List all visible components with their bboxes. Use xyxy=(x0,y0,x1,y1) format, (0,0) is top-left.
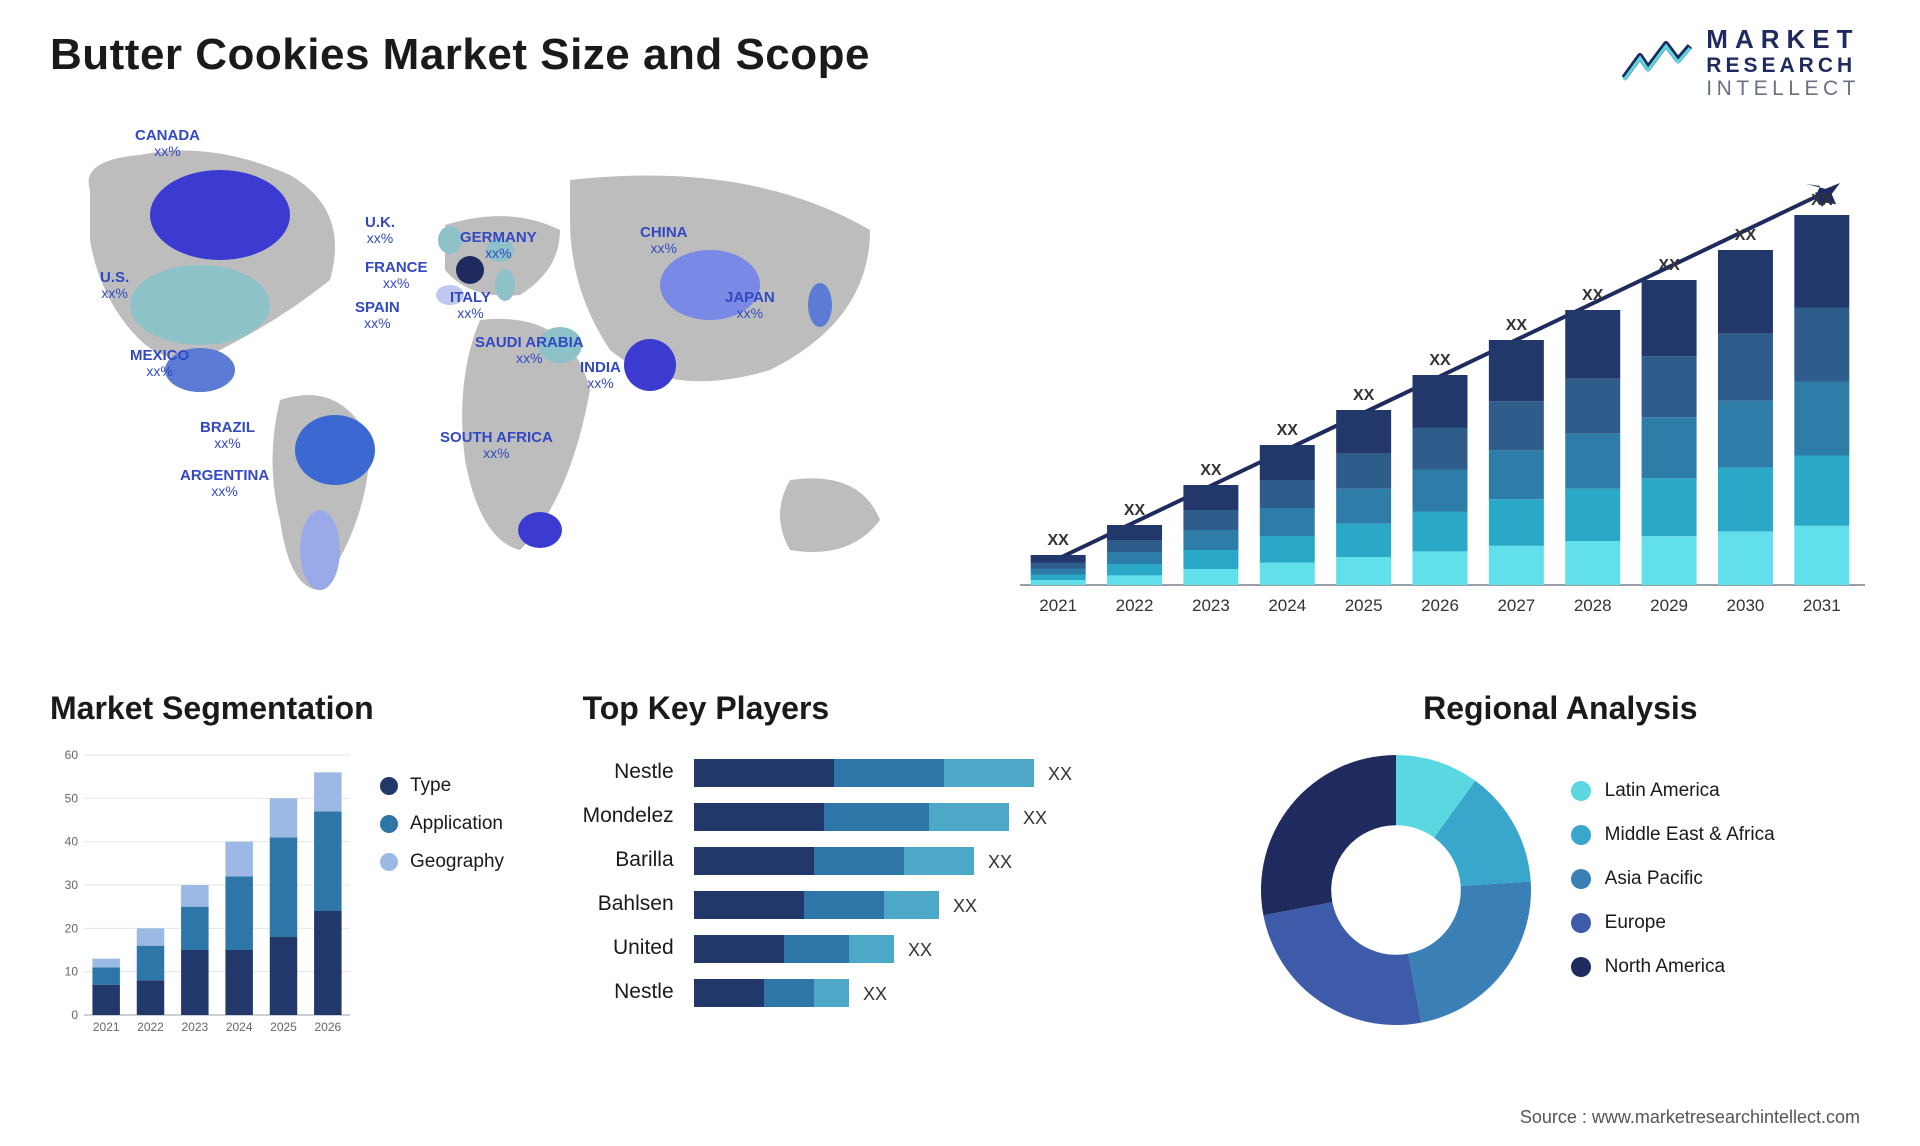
map-label-brazil: BRAZILxx% xyxy=(200,420,255,450)
map-label-japan: JAPANxx% xyxy=(725,290,775,320)
player-name: Mondelez xyxy=(583,794,674,838)
map-label-saudi-arabia: SAUDI ARABIAxx% xyxy=(475,335,584,365)
svg-text:2026: 2026 xyxy=(314,1020,341,1034)
svg-text:XX: XX xyxy=(863,984,887,1004)
svg-text:60: 60 xyxy=(65,748,79,762)
map-label-south-africa: SOUTH AFRICAxx% xyxy=(440,430,553,460)
players-title: Top Key Players xyxy=(583,690,1241,727)
svg-text:XX: XX xyxy=(908,940,932,960)
svg-text:XX: XX xyxy=(1277,422,1299,439)
logo-icon xyxy=(1622,38,1692,86)
logo-text-3: INTELLECT xyxy=(1706,77,1860,100)
regional-legend-item: Europe xyxy=(1571,912,1775,934)
map-label-italy: ITALYxx% xyxy=(450,290,491,320)
svg-text:XX: XX xyxy=(1582,287,1604,304)
regional-panel: Regional Analysis Latin America Middle Ea… xyxy=(1251,690,1870,1045)
map-label-spain: SPAINxx% xyxy=(355,300,400,330)
map-label-argentina: ARGENTINAxx% xyxy=(180,468,269,498)
svg-text:2029: 2029 xyxy=(1650,596,1688,615)
segmentation-legend: Type Application Geography xyxy=(380,745,504,1045)
logo-text-1: MARKET xyxy=(1706,25,1860,54)
player-name: Bahlsen xyxy=(583,882,674,926)
svg-text:2024: 2024 xyxy=(226,1020,253,1034)
svg-text:XX: XX xyxy=(1353,387,1375,404)
svg-text:2030: 2030 xyxy=(1727,596,1765,615)
world-map: CANADAxx% U.S.xx% MEXICOxx% BRAZILxx% ARGENT… xyxy=(50,120,950,640)
regional-title: Regional Analysis xyxy=(1251,690,1870,727)
map-label-u-k-: U.K.xx% xyxy=(365,215,395,245)
players-panel: Top Key Players NestleMondelezBarillaBah… xyxy=(583,690,1241,1045)
player-name: Nestle xyxy=(583,970,674,1014)
svg-text:XX: XX xyxy=(1048,764,1072,784)
svg-text:2031: 2031 xyxy=(1803,596,1841,615)
player-name: United xyxy=(583,926,674,970)
svg-text:2025: 2025 xyxy=(270,1020,297,1034)
map-label-mexico: MEXICOxx% xyxy=(130,348,189,378)
map-label-china: CHINAxx% xyxy=(640,225,688,255)
svg-text:XX: XX xyxy=(1200,462,1222,479)
svg-text:2021: 2021 xyxy=(93,1020,120,1034)
svg-text:2023: 2023 xyxy=(181,1020,208,1034)
svg-text:XX: XX xyxy=(1023,808,1047,828)
brand-logo: MARKET RESEARCH INTELLECT xyxy=(1622,25,1860,100)
svg-text:XX: XX xyxy=(1735,227,1757,244)
seg-legend-item: Type xyxy=(380,775,504,797)
growth-chart: XX 2021 XX 2022 XX 2023 XX 2024 XX 2025 XX 2026 XX 20… xyxy=(1000,120,1870,640)
svg-text:2026: 2026 xyxy=(1421,596,1459,615)
map-label-germany: GERMANYxx% xyxy=(460,230,537,260)
map-label-u-s-: U.S.xx% xyxy=(100,270,129,300)
svg-text:2021: 2021 xyxy=(1039,596,1077,615)
seg-legend-item: Application xyxy=(380,813,504,835)
svg-text:0: 0 xyxy=(71,1008,78,1022)
svg-text:XX: XX xyxy=(953,896,977,916)
svg-text:2024: 2024 xyxy=(1268,596,1306,615)
svg-text:XX: XX xyxy=(1124,502,1146,519)
regional-legend-item: Latin America xyxy=(1571,780,1775,802)
map-label-canada: CANADAxx% xyxy=(135,128,200,158)
player-name: Nestle xyxy=(583,750,674,794)
logo-text-2: RESEARCH xyxy=(1706,54,1860,77)
svg-text:30: 30 xyxy=(65,878,79,892)
regional-legend-item: Middle East & Africa xyxy=(1571,824,1775,846)
page-title: Butter Cookies Market Size and Scope xyxy=(50,30,1870,80)
svg-text:10: 10 xyxy=(65,965,79,979)
source-text: Source : www.marketresearchintellect.com xyxy=(1520,1107,1860,1128)
svg-text:40: 40 xyxy=(65,835,79,849)
svg-text:XX: XX xyxy=(988,852,1012,872)
regional-legend-item: North America xyxy=(1571,956,1775,978)
svg-text:50: 50 xyxy=(65,791,79,805)
svg-text:2022: 2022 xyxy=(137,1020,164,1034)
svg-text:XX: XX xyxy=(1506,317,1528,334)
svg-text:2028: 2028 xyxy=(1574,596,1612,615)
svg-text:XX: XX xyxy=(1658,257,1680,274)
map-label-france: FRANCExx% xyxy=(365,260,428,290)
seg-legend-item: Geography xyxy=(380,851,504,873)
players-names: NestleMondelezBarillaBahlsenUnitedNestle xyxy=(583,745,674,1030)
map-label-india: INDIAxx% xyxy=(580,360,621,390)
player-name: Barilla xyxy=(583,838,674,882)
regional-legend-item: Asia Pacific xyxy=(1571,868,1775,890)
svg-text:20: 20 xyxy=(65,921,79,935)
svg-text:2025: 2025 xyxy=(1345,596,1383,615)
svg-text:XX: XX xyxy=(1429,352,1451,369)
svg-text:XX: XX xyxy=(1811,192,1833,209)
svg-text:XX: XX xyxy=(1048,532,1070,549)
segmentation-title: Market Segmentation xyxy=(50,690,573,727)
svg-text:2023: 2023 xyxy=(1192,596,1230,615)
svg-text:2022: 2022 xyxy=(1116,596,1154,615)
svg-text:2027: 2027 xyxy=(1497,596,1535,615)
regional-legend: Latin America Middle East & Africa Asia Pa… xyxy=(1571,780,1775,1000)
segmentation-panel: Market Segmentation 0 10 20 30 40 50 60 2021 202… xyxy=(50,690,573,1045)
